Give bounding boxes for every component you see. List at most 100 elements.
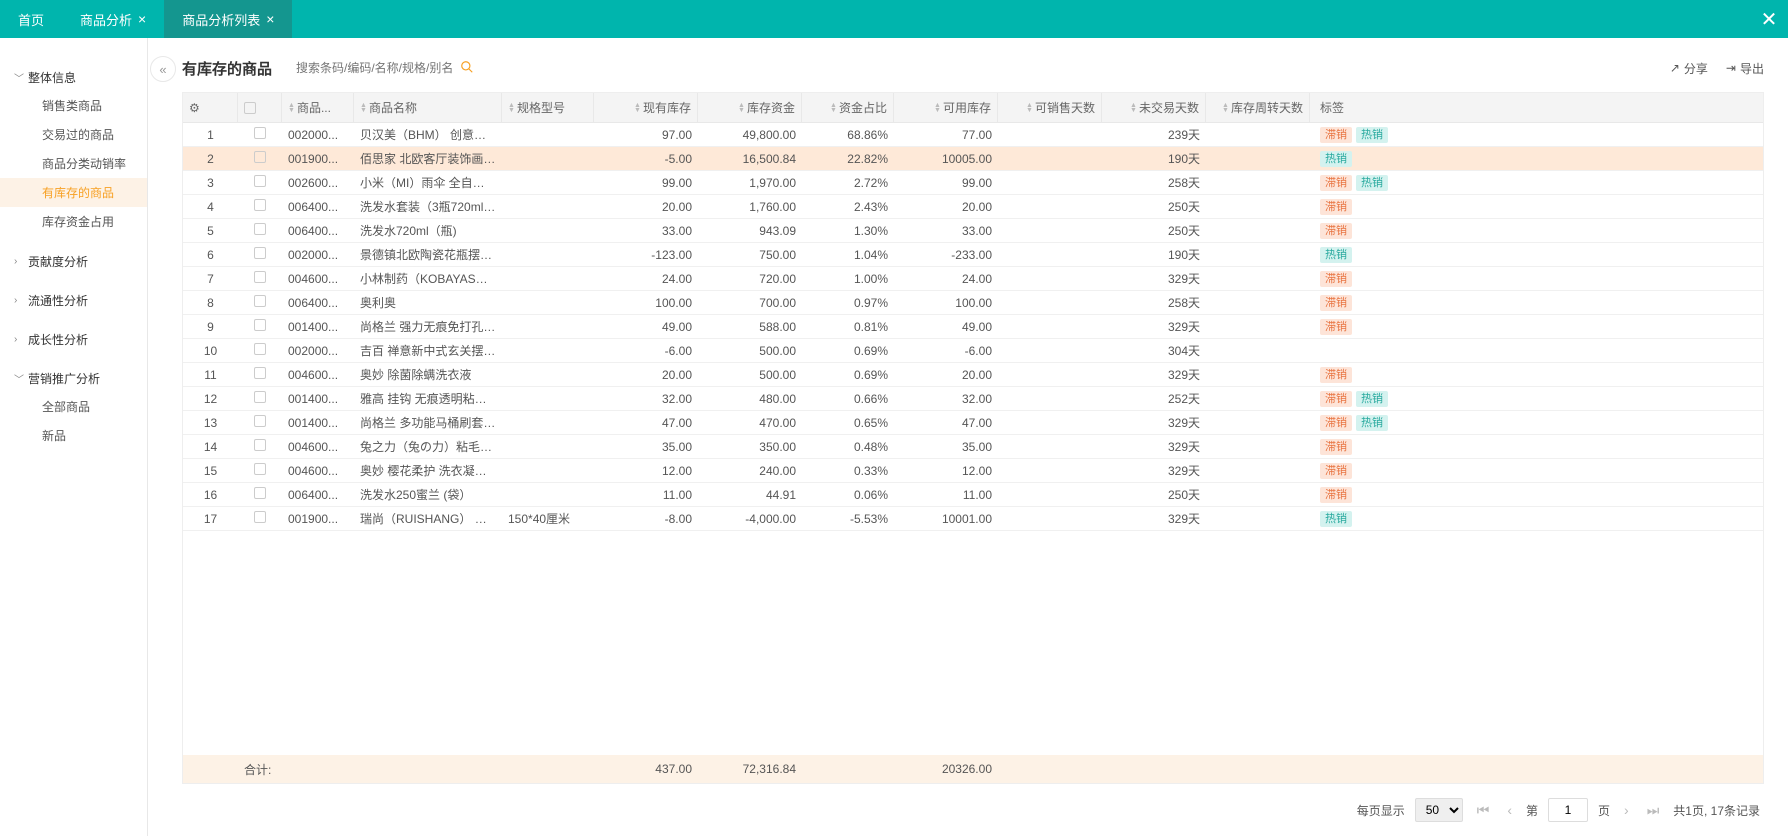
pager-next-button[interactable]: › [1620, 802, 1633, 818]
checkbox[interactable] [254, 415, 266, 427]
cell-tags: 滞销 [1310, 439, 1490, 455]
sidebar-group-header[interactable]: ›成长性分析 [0, 326, 147, 353]
checkbox[interactable] [254, 223, 266, 235]
sidebar-item[interactable]: 商品分类动销率 [0, 149, 147, 178]
table-row[interactable]: 5006400...洗发水720ml（瓶)33.00943.091.30%33.… [183, 219, 1763, 243]
close-icon[interactable]: × [138, 11, 146, 27]
checkbox[interactable] [254, 343, 266, 355]
collapse-sidebar-button[interactable]: « [150, 56, 176, 82]
col-checkbox-all[interactable] [238, 93, 282, 122]
sidebar-group-header[interactable]: ›贡献度分析 [0, 248, 147, 275]
col-stock[interactable]: 现有库存 [594, 93, 698, 122]
checkbox[interactable] [254, 511, 266, 523]
pager-page-input[interactable] [1548, 798, 1588, 822]
col-name[interactable]: 商品名称 [354, 93, 502, 122]
col-spec[interactable]: 规格型号 [502, 93, 594, 122]
cell-no-tx-days: 190天 [1102, 246, 1206, 263]
table-row[interactable]: 9001400...尚格兰 强力无痕免打孔浴室49.00588.000.81%4… [183, 315, 1763, 339]
cell-tags: 滞销 [1310, 367, 1490, 383]
col-fund-pct[interactable]: 资金占比 [802, 93, 894, 122]
table-row[interactable]: 4006400...洗发水套装（3瓶720ml+1）20.001,760.002… [183, 195, 1763, 219]
table-row[interactable]: 2001900...佰思家 北欧客厅装饰画卧室-5.0016,500.8422.… [183, 147, 1763, 171]
chevron-down-icon: ﹀ [14, 371, 24, 386]
cell-fund-pct: 22.82% [802, 152, 894, 166]
checkbox[interactable] [254, 271, 266, 283]
checkbox[interactable] [254, 367, 266, 379]
per-page-select[interactable]: 50 [1415, 798, 1463, 822]
col-tags[interactable]: 标签 [1310, 93, 1490, 122]
checkbox[interactable] [254, 127, 266, 139]
cell-available: 77.00 [894, 128, 998, 142]
col-code[interactable]: 商品... [282, 93, 354, 122]
table-row[interactable]: 10002000...吉百 禅意新中式玄关摆件套-6.00500.000.69%… [183, 339, 1763, 363]
table-row[interactable]: 11004600...奥妙 除菌除螨洗衣液20.00500.000.69%20.… [183, 363, 1763, 387]
checkbox[interactable] [254, 295, 266, 307]
table-row[interactable]: 12001400...雅高 挂钩 无痕透明粘钩 强32.00480.000.66… [183, 387, 1763, 411]
close-all-tabs-button[interactable]: ✕ [1750, 0, 1788, 38]
sort-icon [1222, 103, 1229, 113]
checkbox[interactable] [254, 463, 266, 475]
tab-item[interactable]: 首页 [0, 0, 62, 38]
tab-item[interactable]: 商品分析× [62, 0, 164, 38]
pager-first-button[interactable]: ⏮ [1473, 802, 1494, 819]
checkbox[interactable] [254, 199, 266, 211]
cell-name: 奥妙 樱花柔护 洗衣凝珠 10 [354, 462, 502, 479]
sidebar-item[interactable]: 销售类商品 [0, 91, 147, 120]
cell-index: 9 [183, 320, 238, 334]
col-settings[interactable]: ⚙ [183, 93, 238, 122]
cell-fund-pct: 0.81% [802, 320, 894, 334]
checkbox[interactable] [254, 439, 266, 451]
cell-tags: 滞销 [1310, 487, 1490, 503]
table-row[interactable]: 13001400...尚格兰 多功能马桶刷套装 马47.00470.000.65… [183, 411, 1763, 435]
cell-stock: 97.00 [594, 128, 698, 142]
share-button[interactable]: ↗ 分享 [1670, 60, 1708, 77]
cell-tags: 滞销 [1310, 223, 1490, 239]
cell-tags: 滞销 [1310, 295, 1490, 311]
search-input[interactable] [296, 56, 456, 80]
sort-icon [934, 103, 941, 113]
col-no-tx-days[interactable]: 未交易天数 [1102, 93, 1206, 122]
tag-badge: 滞销 [1320, 295, 1352, 311]
sidebar-group-header[interactable]: ﹀营销推广分析 [0, 365, 147, 392]
table-row[interactable]: 6002000...景德镇北欧陶瓷花瓶摆件 优-123.00750.001.04… [183, 243, 1763, 267]
col-turn-days[interactable]: 库存周转天数 [1206, 93, 1310, 122]
table-body[interactable]: 1002000...贝汉美（BHM） 创意北欧风97.0049,800.0068… [183, 123, 1763, 755]
table-row[interactable]: 8006400...奥利奥100.00700.000.97%100.00258天… [183, 291, 1763, 315]
checkbox[interactable] [254, 319, 266, 331]
cell-no-tx-days: 250天 [1102, 222, 1206, 239]
checkbox[interactable] [254, 175, 266, 187]
table-row[interactable]: 16006400...洗发水250蜜兰 (袋）11.0044.910.06%11… [183, 483, 1763, 507]
sidebar-item[interactable]: 有库存的商品 [0, 178, 147, 207]
cell-tags: 热销 [1310, 511, 1490, 527]
checkbox[interactable] [254, 247, 266, 259]
sidebar-item[interactable]: 全部商品 [0, 392, 147, 421]
col-sale-days[interactable]: 可销售天数 [998, 93, 1102, 122]
cell-available: 10001.00 [894, 512, 998, 526]
table-row[interactable]: 7004600...小林制药（KOBAYASHI） E24.00720.001.… [183, 267, 1763, 291]
table-row[interactable]: 15004600...奥妙 樱花柔护 洗衣凝珠 1012.00240.000.3… [183, 459, 1763, 483]
table-row[interactable]: 1002000...贝汉美（BHM） 创意北欧风97.0049,800.0068… [183, 123, 1763, 147]
checkbox[interactable] [254, 151, 266, 163]
sidebar-item[interactable]: 库存资金占用 [0, 207, 147, 236]
close-icon[interactable]: × [266, 11, 274, 27]
search-icon[interactable] [460, 60, 474, 77]
pager-prev-button[interactable]: ‹ [1503, 802, 1516, 818]
sidebar-group-label: 流通性分析 [28, 292, 88, 309]
export-button[interactable]: ⇥ 导出 [1726, 60, 1764, 77]
col-fund[interactable]: 库存资金 [698, 93, 802, 122]
cell-index: 11 [183, 368, 238, 382]
col-available[interactable]: 可用库存 [894, 93, 998, 122]
table-row[interactable]: 14004600...兔之力（兔の力）粘毛器粘35.00350.000.48%3… [183, 435, 1763, 459]
checkbox[interactable] [254, 487, 266, 499]
checkbox[interactable] [254, 391, 266, 403]
sidebar-item[interactable]: 交易过的商品 [0, 120, 147, 149]
sidebar-group-header[interactable]: ﹀整体信息 [0, 64, 147, 91]
sidebar-group-header[interactable]: ›流通性分析 [0, 287, 147, 314]
table-row[interactable]: 17001900...瑞尚（RUISHANG） 卧室装150*40厘米-8.00… [183, 507, 1763, 531]
pager-last-button[interactable]: ⏭ [1643, 802, 1664, 819]
close-icon: ✕ [1761, 7, 1778, 32]
tab-item[interactable]: 商品分析列表× [164, 0, 292, 38]
tag-badge: 热销 [1356, 415, 1388, 431]
table-row[interactable]: 3002600...小米（MI）雨伞 全自动折叠99.001,970.002.7… [183, 171, 1763, 195]
sidebar-item[interactable]: 新品 [0, 421, 147, 450]
